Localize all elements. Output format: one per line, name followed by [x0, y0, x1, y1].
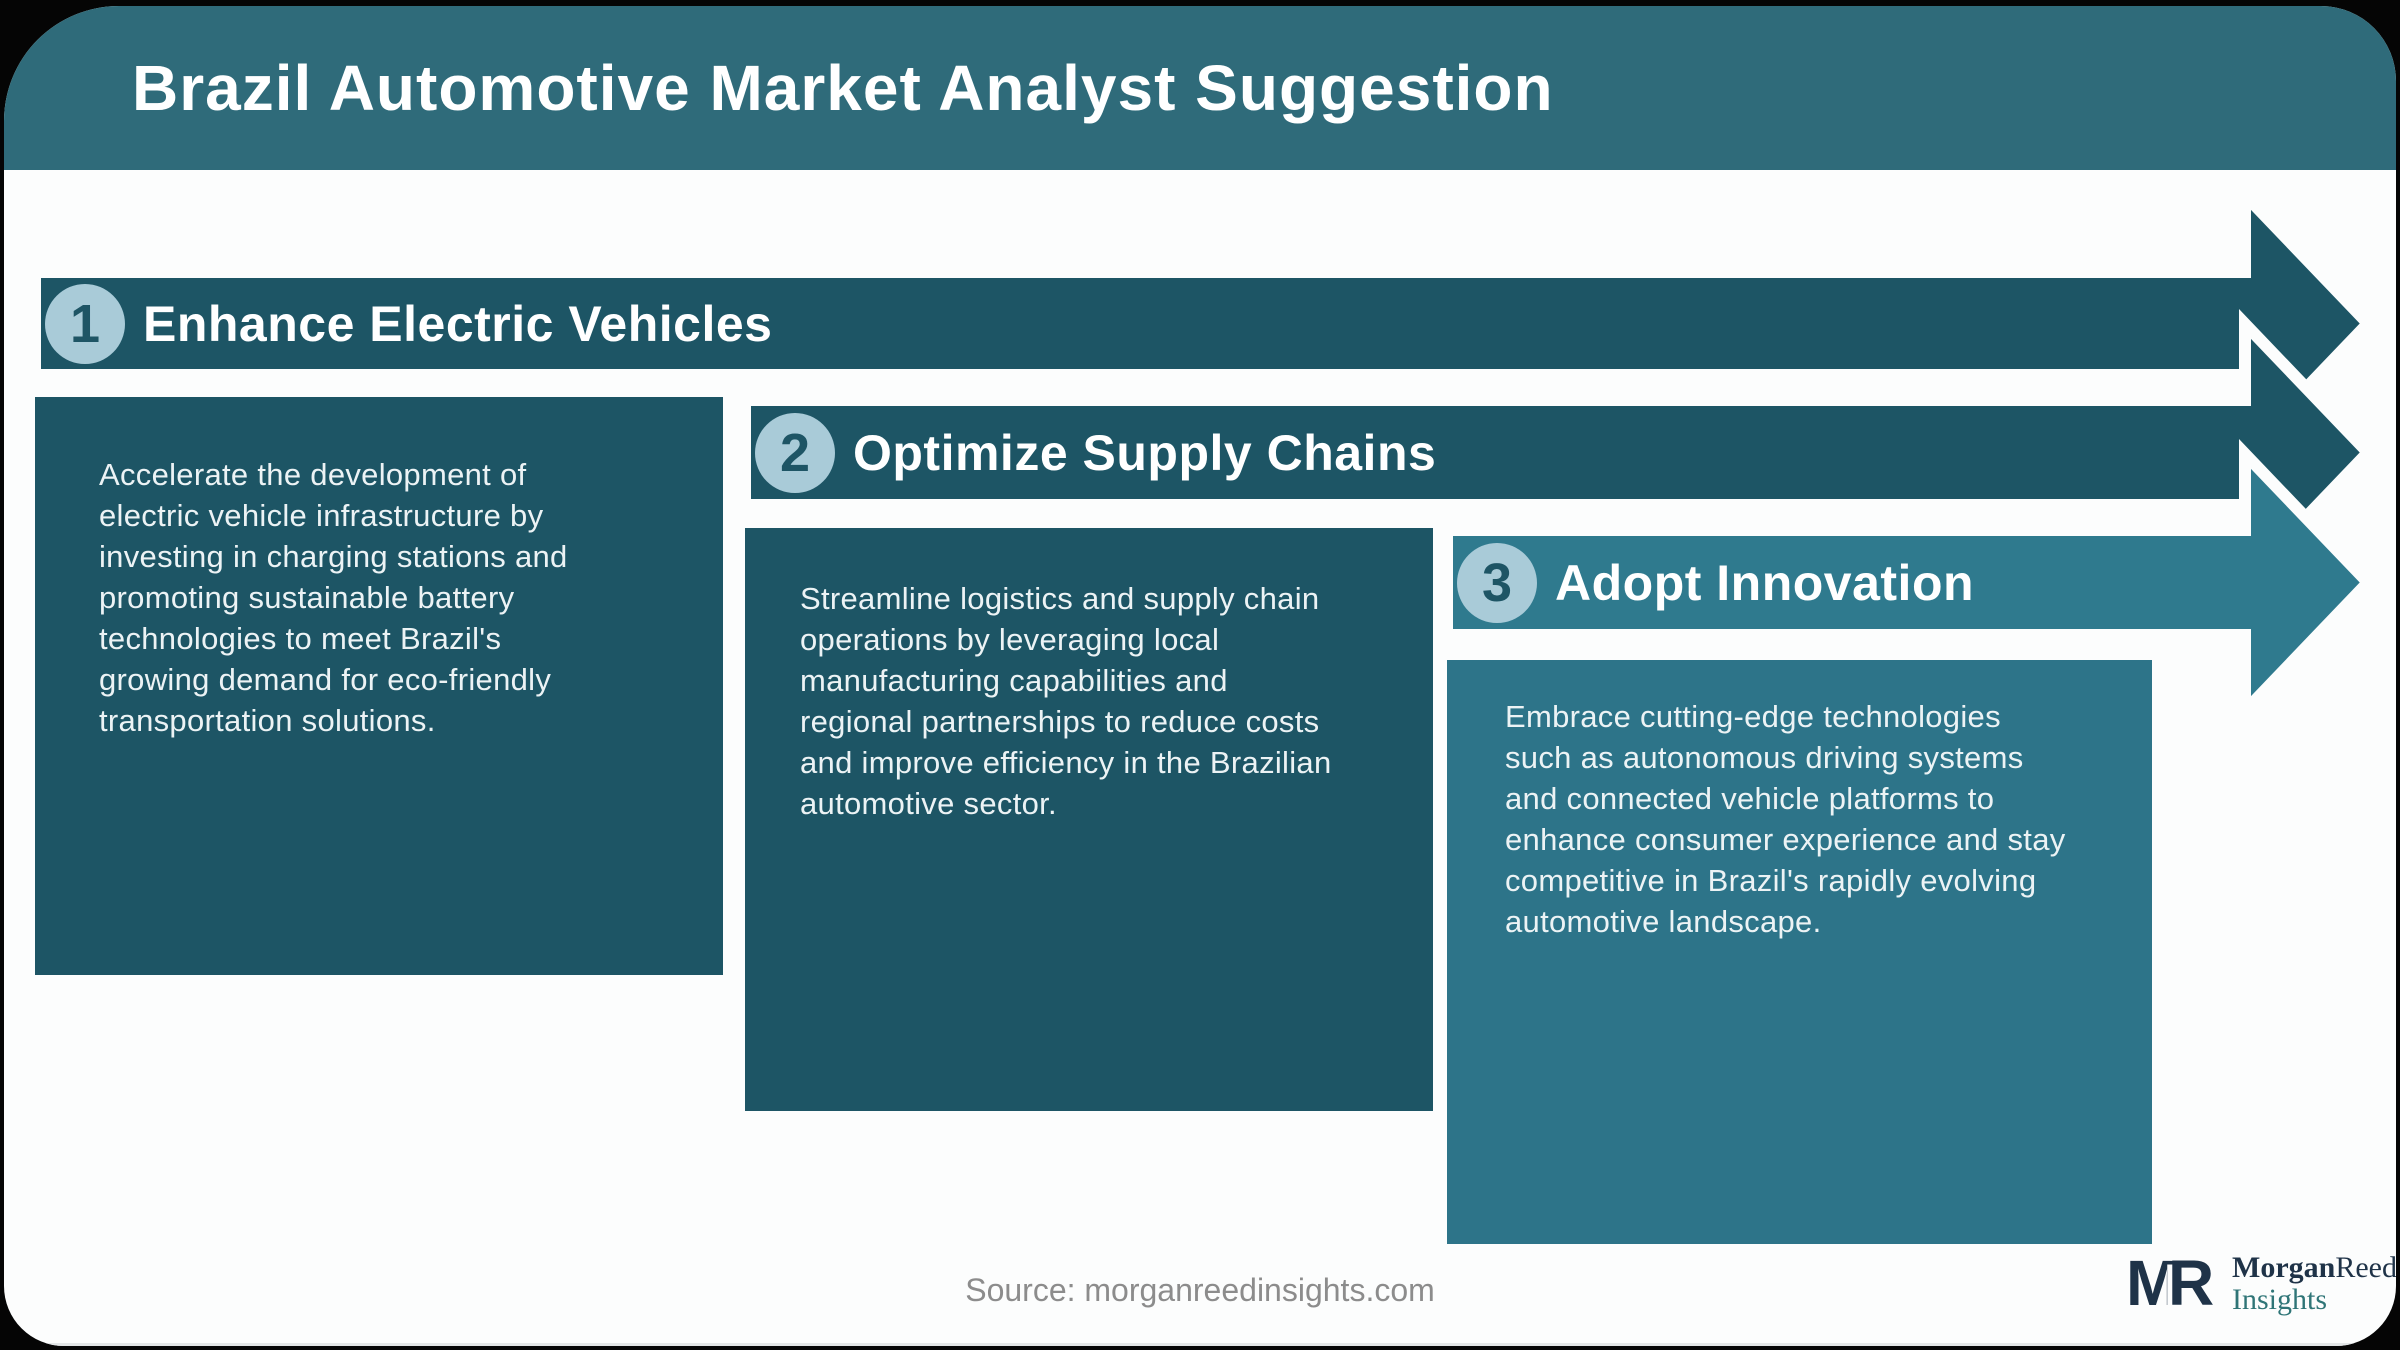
step-1-description-box: Accelerate the development of electric v… [35, 397, 723, 975]
bottom-divider [4, 1343, 2396, 1346]
logo-name-morgan: Morgan [2232, 1251, 2336, 1284]
morganreed-monogram-icon: M R [2126, 1247, 2215, 1319]
infographic-card: Brazil Automotive Market Analyst Suggest… [4, 6, 2396, 1346]
step-2-banner: 2 Optimize Supply Chains [745, 400, 2235, 505]
step-1-number: 1 [69, 293, 101, 354]
header-banner: Brazil Automotive Market Analyst Suggest… [4, 6, 2396, 170]
step-2-description: Streamline logistics and supply chain op… [800, 581, 1332, 821]
step-2-description-box: Streamline logistics and supply chain op… [745, 528, 1433, 1111]
step-arrow-3 [1441, 439, 2377, 726]
step-1-number-badge: 1 [45, 283, 125, 364]
morganreed-logo: M R MorganReed Insights [2126, 1247, 2396, 1319]
step-1-title: Enhance Electric Vehicles [143, 295, 773, 352]
step-2-number: 2 [779, 422, 811, 483]
step-3-banner: 3 Adopt Innovation [1447, 530, 2237, 635]
step-3-description-box: Embrace cutting-edge technologies such a… [1447, 660, 2152, 1244]
source-attribution: Source: morganreedinsights.com [965, 1272, 1435, 1308]
step-2-number-badge: 2 [755, 412, 835, 493]
logo-name-reed: Reed [2335, 1251, 2396, 1284]
step-3-description: Embrace cutting-edge technologies such a… [1505, 699, 2066, 939]
step-3-title: Adopt Innovation [1555, 554, 1975, 611]
step-2-title: Optimize Supply Chains [853, 424, 1437, 481]
step-arrows-graphic [29, 180, 2377, 726]
logo-tagline: Insights [2232, 1283, 2328, 1316]
step-3-number-badge: 3 [1457, 542, 1537, 623]
logo-wordmark: MorganReed Insights [2232, 1252, 2396, 1316]
step-3-number: 3 [1481, 552, 1513, 613]
step-1-banner: 1 Enhance Electric Vehicles [35, 272, 2235, 375]
step-1-description: Accelerate the development of electric v… [99, 457, 568, 738]
page-title: Brazil Automotive Market Analyst Suggest… [132, 52, 1554, 124]
